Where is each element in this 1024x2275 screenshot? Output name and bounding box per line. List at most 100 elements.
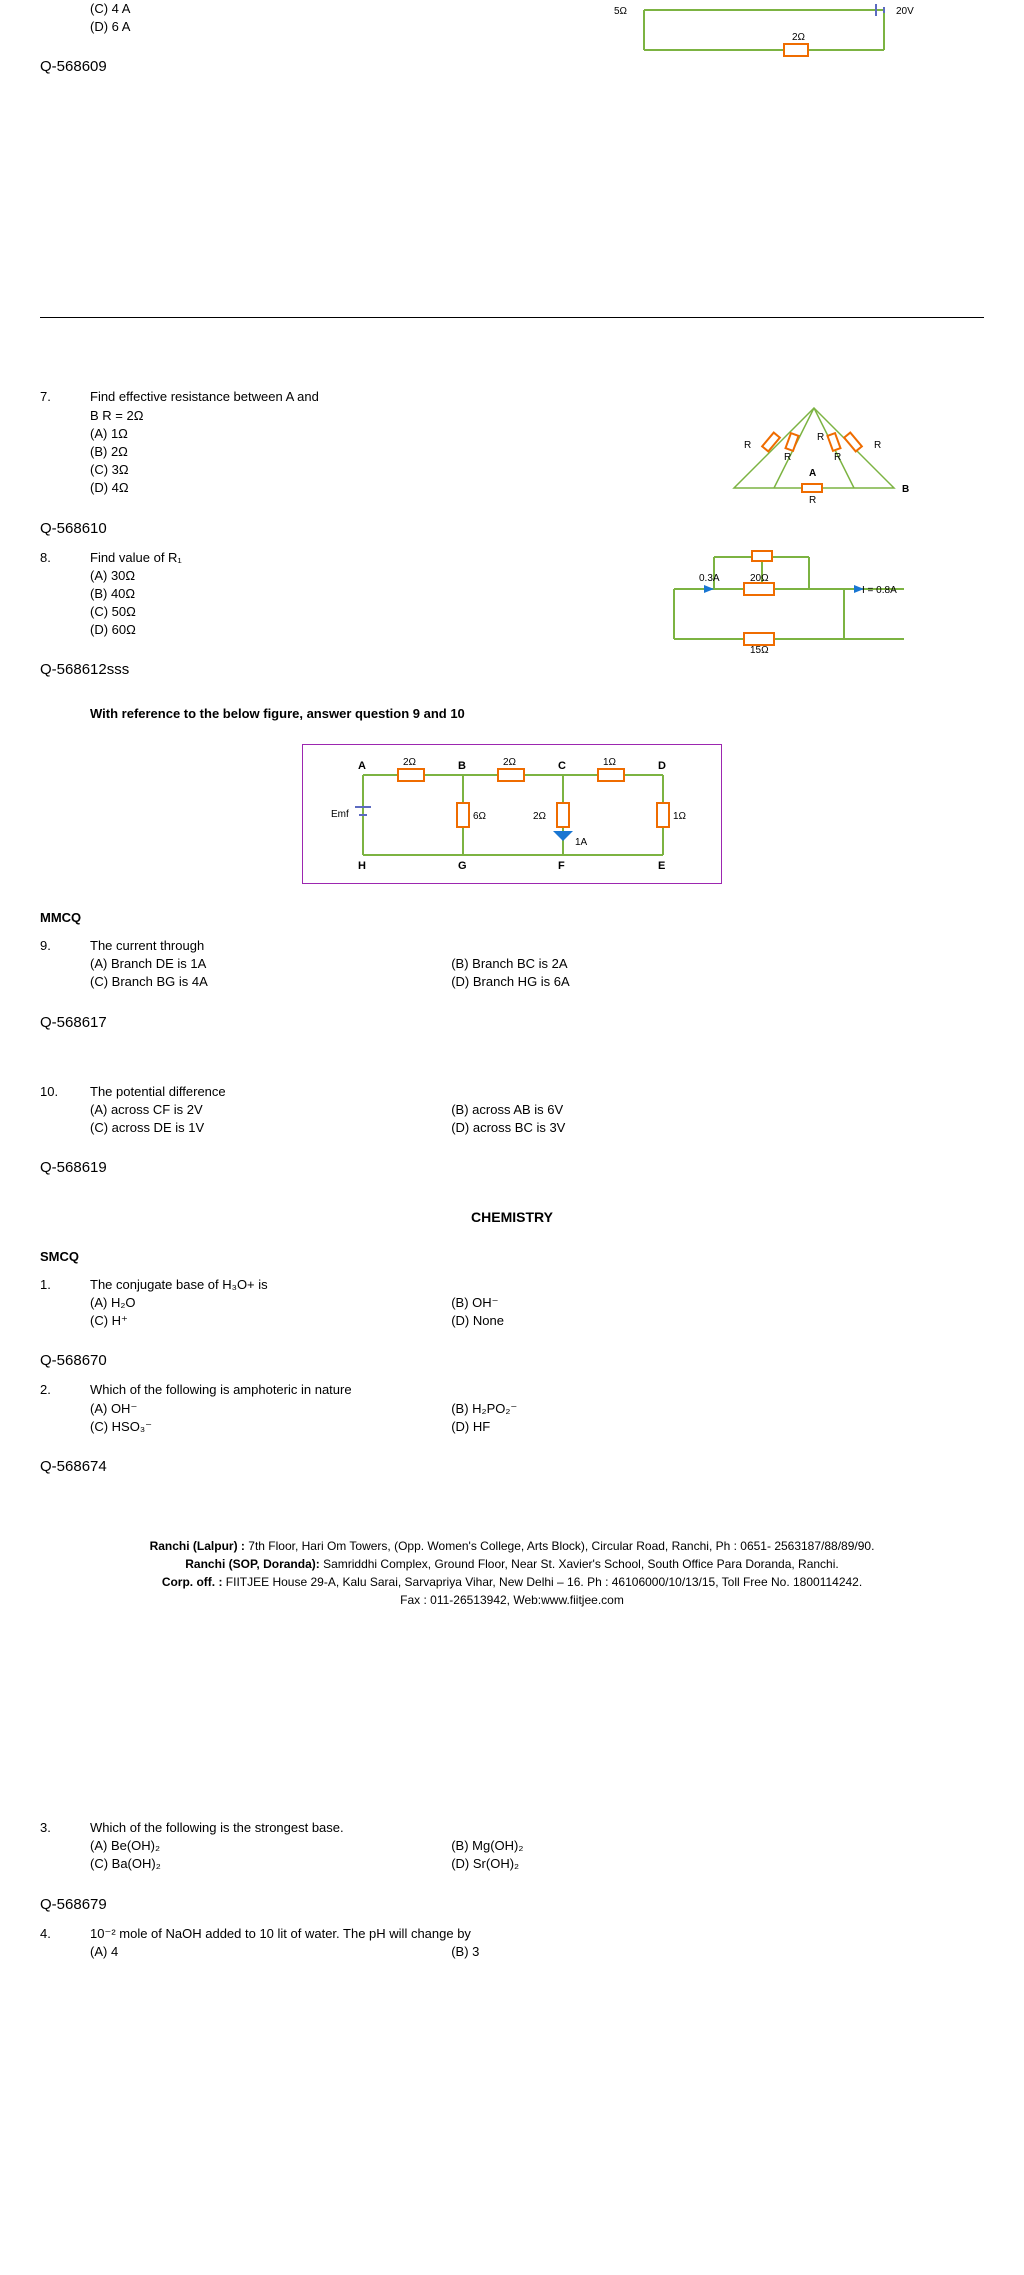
question-number: 1. (40, 1276, 80, 1294)
question-number: 9. (40, 937, 80, 955)
r-label: R (834, 452, 841, 463)
question-10: 10. The potential difference (A) across … (40, 1083, 984, 1138)
option-b: (B) 3 (451, 1943, 809, 1961)
mmcq-label: MMCQ (40, 909, 984, 927)
footer-corp-text: FIITJEE House 29-A, Kalu Sarai, Sarvapri… (226, 1575, 862, 1589)
footer: Ranchi (Lalpur) : 7th Floor, Hari Om Tow… (60, 1537, 964, 1609)
svg-text:2Ω: 2Ω (533, 811, 547, 822)
chemistry-title: CHEMISTRY (40, 1208, 984, 1228)
ladder-circuit-diagram: AB CD EF GH 2Ω 2Ω 1Ω 6Ω 2Ω 1Ω 1A Emf (40, 744, 984, 889)
option-a: (A) H₂O (90, 1294, 448, 1312)
question-number: 10. (40, 1083, 80, 1101)
option-d: (D) HF (451, 1418, 809, 1436)
option-b: (B) 40Ω (90, 585, 604, 603)
question-id: Q-568610 (40, 518, 984, 539)
option-d: (D) 4Ω (90, 479, 604, 497)
svg-text:F: F (558, 860, 565, 872)
option-a: (A) OH⁻ (90, 1400, 448, 1418)
triangle-circuit-diagram: R R R R R R A B (704, 398, 924, 508)
question-number: 4. (40, 1925, 80, 1943)
r-label: R (817, 432, 824, 443)
chem-question-2: 2. Which of the following is amphoteric … (40, 1381, 984, 1436)
label-5ohm: 5Ω (614, 6, 628, 17)
chem-question-4: 4. 10⁻² mole of NaOH added to 10 lit of … (40, 1925, 984, 1961)
svg-text:1Ω: 1Ω (603, 757, 617, 768)
question-id: Q-568674 (40, 1456, 984, 1477)
svg-text:H: H (358, 860, 366, 872)
option-d: (D) 6 A (90, 18, 604, 36)
question-text: The potential difference (90, 1083, 984, 1101)
option-b: (B) Mg(OH)₂ (451, 1837, 809, 1855)
option-c: (C) H⁺ (90, 1312, 448, 1330)
i08-label: I = 0.8A (862, 585, 897, 596)
option-b: (B) OH⁻ (451, 1294, 809, 1312)
question-id: Q-568619 (40, 1157, 984, 1178)
option-c: (C) 4 A (90, 0, 604, 18)
question-7: 7. Find effective resistance between A a… (40, 388, 984, 497)
svg-text:1A: 1A (575, 837, 588, 848)
r1-label: R₁ (757, 549, 768, 551)
svg-text:D: D (658, 760, 666, 772)
svg-text:2Ω: 2Ω (503, 757, 517, 768)
parallel-circuit-diagram: R₁ 20Ω 15Ω 0.3A I = 0.8A (644, 549, 924, 659)
option-b: (B) across AB is 6V (451, 1101, 809, 1119)
svg-text:C: C (558, 760, 566, 772)
question-number: 8. (40, 549, 80, 567)
svg-text:6Ω: 6Ω (473, 811, 487, 822)
svg-text:E: E (658, 860, 665, 872)
figure-intro-text: With reference to the below figure, answ… (90, 705, 984, 723)
option-c: (C) across DE is 1V (90, 1119, 448, 1137)
question-partial: (C) 4 A (D) 6 A 5Ω 2Ω 20V (40, 0, 984, 36)
option-c: (C) HSO₃⁻ (90, 1418, 448, 1436)
divider (40, 317, 984, 318)
option-b: (B) Branch BC is 2A (451, 955, 809, 973)
question-text: The conjugate base of H₃O+ is (90, 1276, 984, 1294)
question-id: Q-568679 (40, 1894, 984, 1915)
question-text: Find value of R₁ (90, 549, 604, 567)
svg-text:G: G (458, 860, 467, 872)
option-d: (D) across BC is 3V (451, 1119, 809, 1137)
footer-fax-web: Fax : 011-26513942, Web:www.fiitjee.com (60, 1591, 964, 1609)
option-c: (C) 3Ω (90, 461, 604, 479)
question-id: Q-568617 (40, 1012, 984, 1033)
question-id: Q-568612sss (40, 659, 984, 680)
footer-corp-label: Corp. off. : (162, 1575, 226, 1589)
question-number: 7. (40, 388, 80, 406)
svg-text:B: B (458, 760, 466, 772)
r20-label: 20Ω (750, 573, 769, 584)
circuit-diagram-top: 5Ω 2Ω 20V (604, 0, 924, 60)
chem-question-1: 1. The conjugate base of H₃O+ is (A) H₂O… (40, 1276, 984, 1331)
question-id: Q-568670 (40, 1350, 984, 1371)
option-b: (B) H₂PO₂⁻ (451, 1400, 809, 1418)
question-text: Find effective resistance between A and (90, 388, 604, 406)
question-text: Which of the following is amphoteric in … (90, 1381, 984, 1399)
option-c: (C) 50Ω (90, 603, 604, 621)
svg-text:2Ω: 2Ω (403, 757, 417, 768)
r-label: R (874, 440, 881, 451)
svg-text:1Ω: 1Ω (673, 811, 687, 822)
option-a: (A) 1Ω (90, 425, 604, 443)
option-a: (A) 4 (90, 1943, 448, 1961)
label-2ohm: 2Ω (792, 32, 806, 43)
question-number: 3. (40, 1819, 80, 1837)
option-a: (A) across CF is 2V (90, 1101, 448, 1119)
question-8: 8. Find value of R₁ (A) 30Ω (B) 40Ω (C) … (40, 549, 984, 640)
option-d: (D) Branch HG is 6A (451, 973, 809, 991)
option-a: (A) 30Ω (90, 567, 604, 585)
option-b: (B) 2Ω (90, 443, 604, 461)
footer-ranchi-lalpur-text: 7th Floor, Hari Om Towers, (Opp. Women's… (248, 1539, 874, 1553)
option-a: (A) Branch DE is 1A (90, 955, 448, 973)
i03-label: 0.3A (699, 573, 720, 584)
svg-text:A: A (358, 760, 366, 772)
option-c: (C) Branch BG is 4A (90, 973, 448, 991)
label-20v: 20V (896, 6, 914, 17)
footer-ranchi-sop-text: Samriddhi Complex, Ground Floor, Near St… (323, 1557, 839, 1571)
option-d: (D) None (451, 1312, 809, 1330)
footer-ranchi-sop-label: Ranchi (SOP, Doranda): (185, 1557, 323, 1571)
question-text: Which of the following is the strongest … (90, 1819, 984, 1837)
option-c: (C) Ba(OH)₂ (90, 1855, 448, 1873)
question-text: 10⁻² mole of NaOH added to 10 lit of wat… (90, 1925, 984, 1943)
option-d: (D) 60Ω (90, 621, 604, 639)
chem-question-3: 3. Which of the following is the stronge… (40, 1819, 984, 1874)
question-number: 2. (40, 1381, 80, 1399)
